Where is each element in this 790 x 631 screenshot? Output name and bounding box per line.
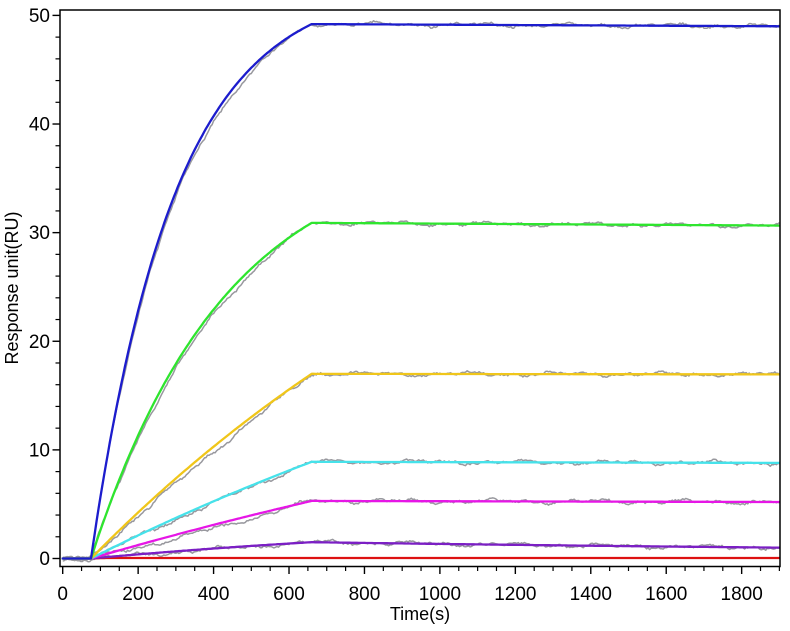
y-tick-label: 40 bbox=[29, 115, 50, 136]
x-tick-label: 1600 bbox=[645, 584, 687, 605]
x-tick-label: 200 bbox=[122, 584, 154, 605]
fit-cyan-curve bbox=[61, 460, 781, 560]
plot-area-border bbox=[59, 9, 781, 568]
fit-blue-curve bbox=[61, 22, 781, 560]
fit-magenta-curve bbox=[61, 499, 781, 560]
y-tick-label: 0 bbox=[39, 549, 50, 570]
x-tick-label: 1000 bbox=[419, 584, 461, 605]
fit-purple-curve bbox=[61, 541, 781, 560]
fit-green-curve bbox=[61, 221, 781, 560]
y-tick-label: 30 bbox=[29, 223, 50, 244]
x-tick-label: 400 bbox=[198, 584, 230, 605]
y-tick-label: 10 bbox=[29, 440, 50, 461]
raw-trace-cyan bbox=[62, 458, 780, 563]
x-tick-label: 1400 bbox=[570, 584, 612, 605]
fit-curves bbox=[61, 22, 781, 560]
fit-red-curve bbox=[61, 556, 781, 560]
x-axis-title: Time(s) bbox=[390, 604, 450, 624]
y-tick-label: 50 bbox=[29, 6, 50, 27]
raw-trace-blue bbox=[62, 20, 780, 560]
x-tick-label: 600 bbox=[273, 584, 305, 605]
x-tick-label: 1800 bbox=[721, 584, 763, 605]
x-tick-label: 1200 bbox=[494, 584, 536, 605]
y-axis-title: Response unit(RU) bbox=[2, 211, 22, 364]
raw-trace-yellow bbox=[62, 370, 780, 560]
raw-traces bbox=[62, 20, 780, 563]
y-tick-label: 20 bbox=[29, 332, 50, 353]
axes: 0 200 400 600 800 1000 1200 1400 1600 1800 0 10 20 30… bbox=[29, 6, 780, 605]
x-tick-label: 800 bbox=[349, 584, 381, 605]
x-tick-label: 0 bbox=[57, 584, 68, 605]
raw-trace-green bbox=[62, 220, 780, 561]
fit-yellow-curve bbox=[61, 372, 781, 560]
